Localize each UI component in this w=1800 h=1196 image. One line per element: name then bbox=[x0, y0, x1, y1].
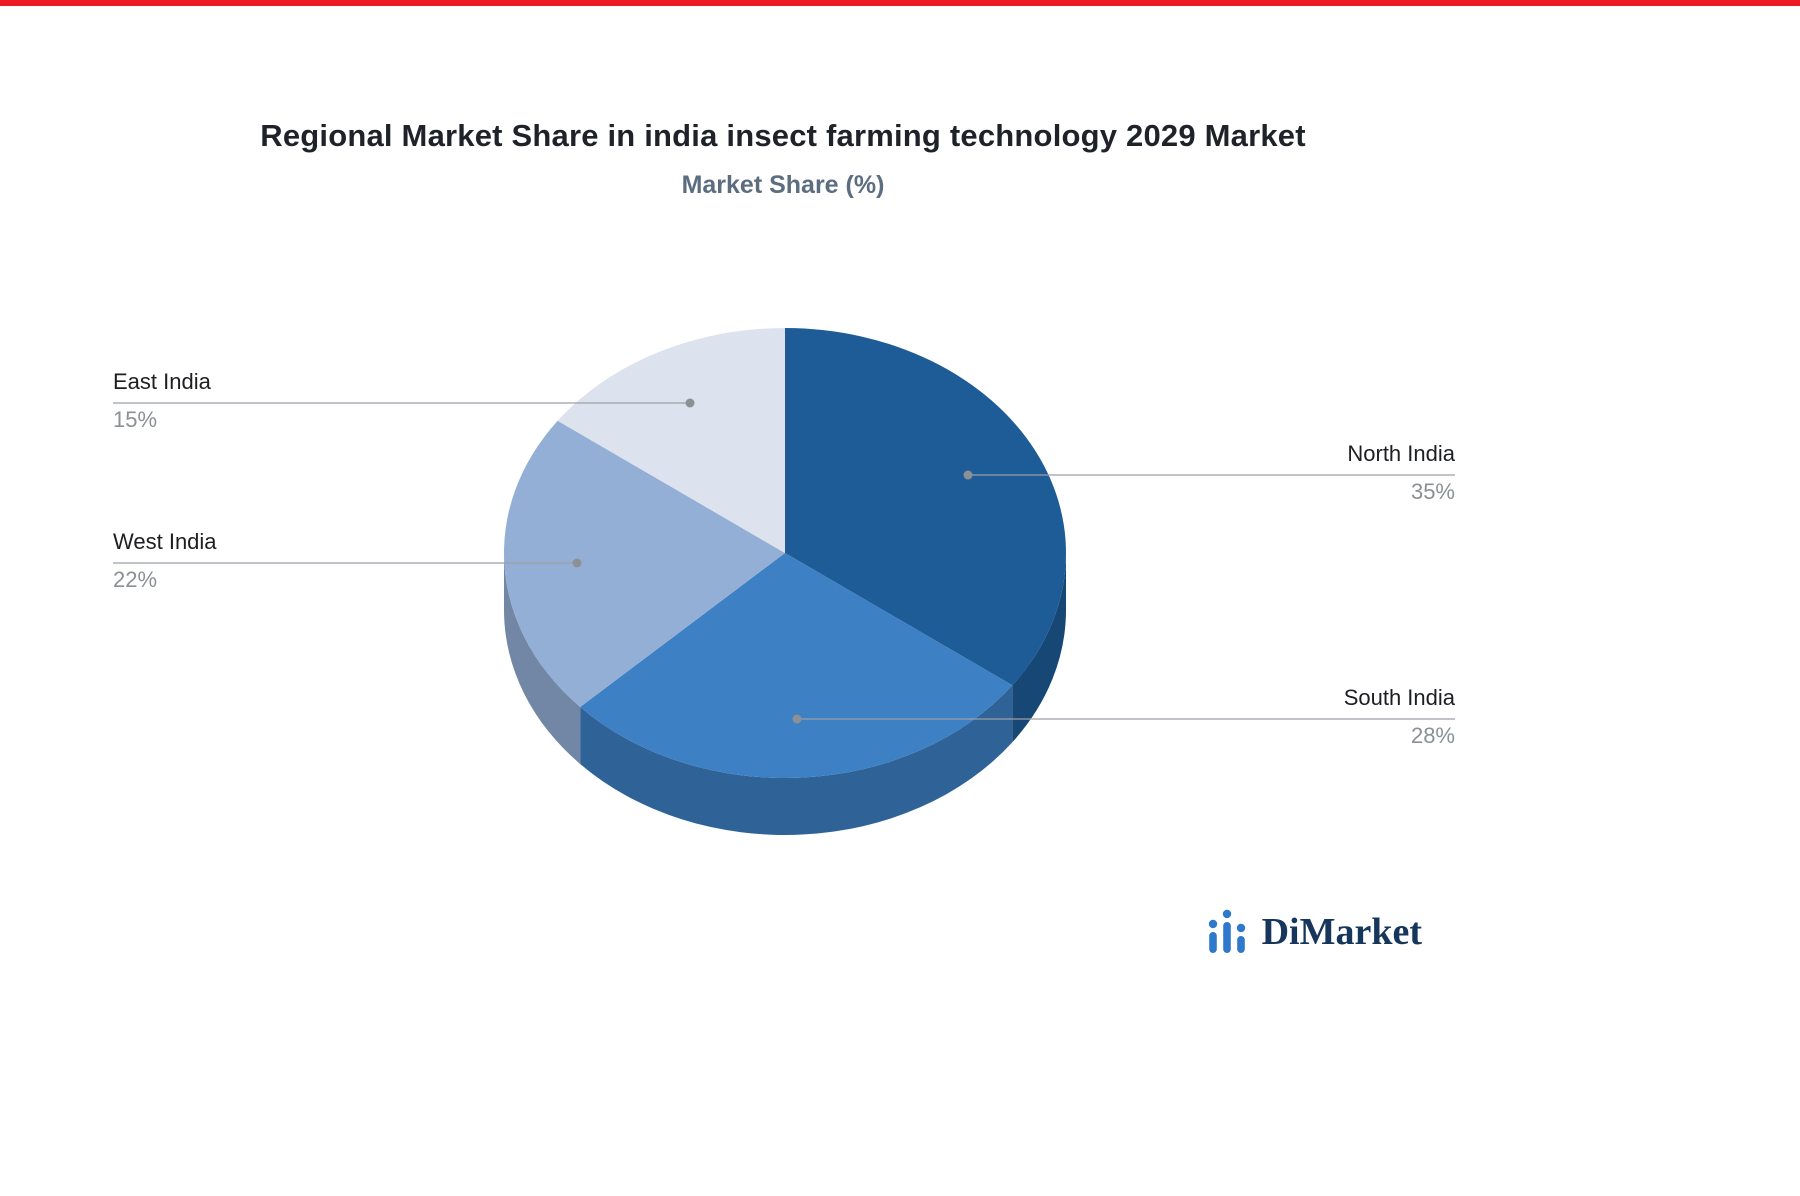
slice-label: South India bbox=[1343, 685, 1455, 710]
slice-label: East India bbox=[113, 369, 211, 394]
label-north-india: North India 35% bbox=[1095, 441, 1455, 505]
slice-percent: 28% bbox=[1410, 723, 1455, 748]
pie-slice-side bbox=[1012, 553, 1066, 743]
anchor-dot bbox=[792, 714, 802, 724]
slice-percent: 22% bbox=[113, 567, 158, 592]
chart-subtitle: Market Share (%) bbox=[681, 171, 885, 199]
label-east-india: East India 15% bbox=[113, 369, 473, 433]
slice-percent: 35% bbox=[1410, 479, 1455, 504]
slice-percent: 15% bbox=[113, 407, 158, 432]
page-title: Regional Market Share in india insect fa… bbox=[260, 118, 1306, 153]
slice-label: West India bbox=[113, 529, 217, 554]
anchor-dot bbox=[685, 398, 695, 408]
dimarket-logo: DiMarket bbox=[1206, 906, 1422, 958]
label-south-india: South India 28% bbox=[1095, 685, 1455, 749]
pie-slice-north-india bbox=[785, 328, 1066, 686]
pie-slice-west-india bbox=[504, 420, 785, 708]
logo-text: DiMarket bbox=[1261, 911, 1422, 953]
pie-slice-south-india bbox=[580, 553, 1013, 779]
pie-slice-side bbox=[580, 685, 1013, 836]
pie-slice-side bbox=[504, 553, 581, 765]
anchor-dot bbox=[572, 558, 582, 568]
bar-chart-logo-icon bbox=[1208, 909, 1245, 953]
anchor-dot bbox=[963, 470, 973, 480]
slice-label: North India bbox=[1347, 441, 1455, 466]
top-accent-bar bbox=[0, 0, 1800, 6]
pie-slice-east-india bbox=[557, 328, 785, 553]
label-west-india: West India 22% bbox=[113, 529, 473, 593]
